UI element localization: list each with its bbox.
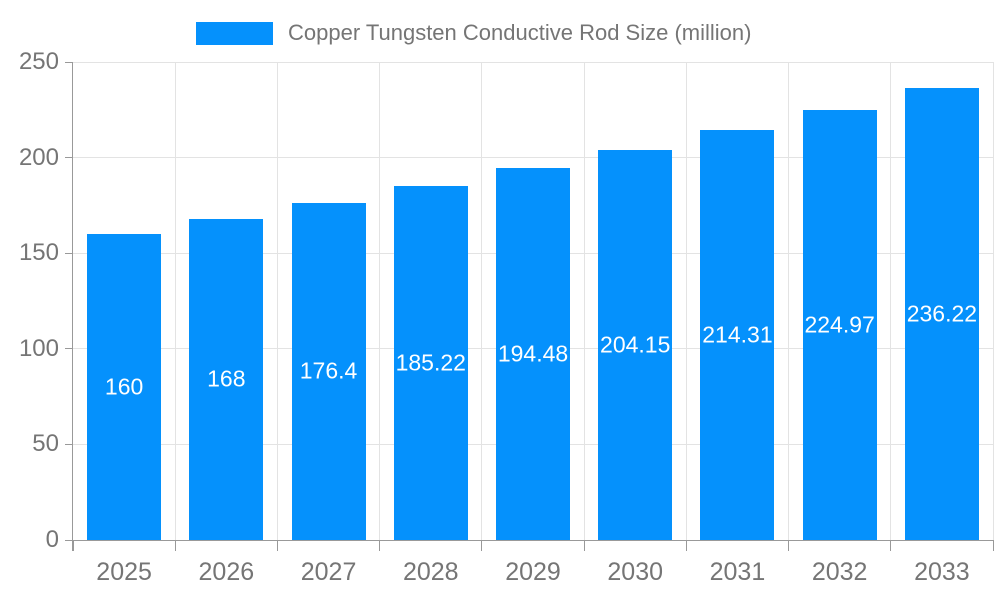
x-tick-label: 2031 xyxy=(709,558,766,586)
x-gridline xyxy=(992,62,994,540)
x-tick-label: 2029 xyxy=(505,558,561,586)
x-tick-label: 2026 xyxy=(198,558,255,586)
y-tick-mark xyxy=(65,539,73,541)
bar: 204.15 xyxy=(598,149,673,540)
bar: 214.31 xyxy=(700,130,775,540)
y-tick-label: 150 xyxy=(18,239,59,267)
x-gridline xyxy=(685,62,687,540)
y-tick-label: 0 xyxy=(45,526,59,553)
x-tick-mark xyxy=(379,540,381,551)
x-gridline xyxy=(174,62,176,540)
bar-value-label: 185.22 xyxy=(395,349,466,376)
y-tick-label: 250 xyxy=(18,48,59,75)
x-gridline xyxy=(890,62,892,540)
legend-label: Copper Tungsten Conductive Rod Size (mil… xyxy=(288,20,752,45)
x-tick-mark xyxy=(890,540,892,551)
y-gridline xyxy=(73,157,993,159)
y-tick-mark xyxy=(65,252,73,254)
bar-value-label: 224.97 xyxy=(804,311,875,338)
x-tick-mark xyxy=(481,540,483,551)
x-tick-label: 2032 xyxy=(811,558,868,586)
x-tick-label: 2030 xyxy=(607,558,664,586)
y-tick-mark xyxy=(65,443,73,445)
y-gridline xyxy=(73,61,993,63)
x-tick-label: 2028 xyxy=(402,558,459,586)
bar-value-label: 176.4 xyxy=(299,357,358,384)
x-tick-mark xyxy=(685,540,687,551)
y-tick-mark xyxy=(65,348,73,350)
bar-value-label: 214.31 xyxy=(702,321,773,348)
x-tick-mark xyxy=(72,540,74,551)
y-tick-label: 200 xyxy=(18,143,59,171)
y-axis-line xyxy=(72,62,73,551)
bar: 194.48 xyxy=(496,168,570,540)
x-axis-line xyxy=(73,539,993,541)
legend[interactable]: Copper Tungsten Conductive Rod Size (mil… xyxy=(196,20,751,46)
bar: 185.22 xyxy=(393,185,468,540)
x-tick-label: 2027 xyxy=(300,558,357,586)
x-tick-mark xyxy=(788,540,790,551)
bar: 160 xyxy=(87,234,162,540)
x-gridline xyxy=(583,62,585,540)
x-gridline xyxy=(788,62,790,540)
bar: 176.4 xyxy=(291,202,366,540)
bar-value-label: 194.48 xyxy=(497,340,569,367)
x-tick-label: 2033 xyxy=(914,558,970,586)
x-gridline xyxy=(481,62,483,540)
x-tick-mark xyxy=(992,540,994,551)
x-tick-mark xyxy=(276,540,278,551)
x-gridline xyxy=(379,62,381,540)
bar-value-label: 236.22 xyxy=(906,300,978,327)
bar-value-label: 168 xyxy=(207,365,246,392)
bar: 168 xyxy=(189,218,264,540)
y-tick-mark xyxy=(65,61,73,63)
bar: 224.97 xyxy=(802,109,877,540)
legend-swatch xyxy=(196,21,273,45)
x-tick-mark xyxy=(174,540,176,551)
bar-value-label: 204.15 xyxy=(600,331,671,358)
y-tick-mark xyxy=(65,157,73,159)
y-tick-label: 50 xyxy=(32,430,59,458)
bar-value-label: 160 xyxy=(104,373,144,400)
x-tick-mark xyxy=(583,540,585,551)
x-gridline xyxy=(276,62,278,540)
bar: 236.22 xyxy=(904,88,979,540)
y-tick-label: 100 xyxy=(18,334,59,362)
x-tick-label: 2025 xyxy=(96,558,152,586)
